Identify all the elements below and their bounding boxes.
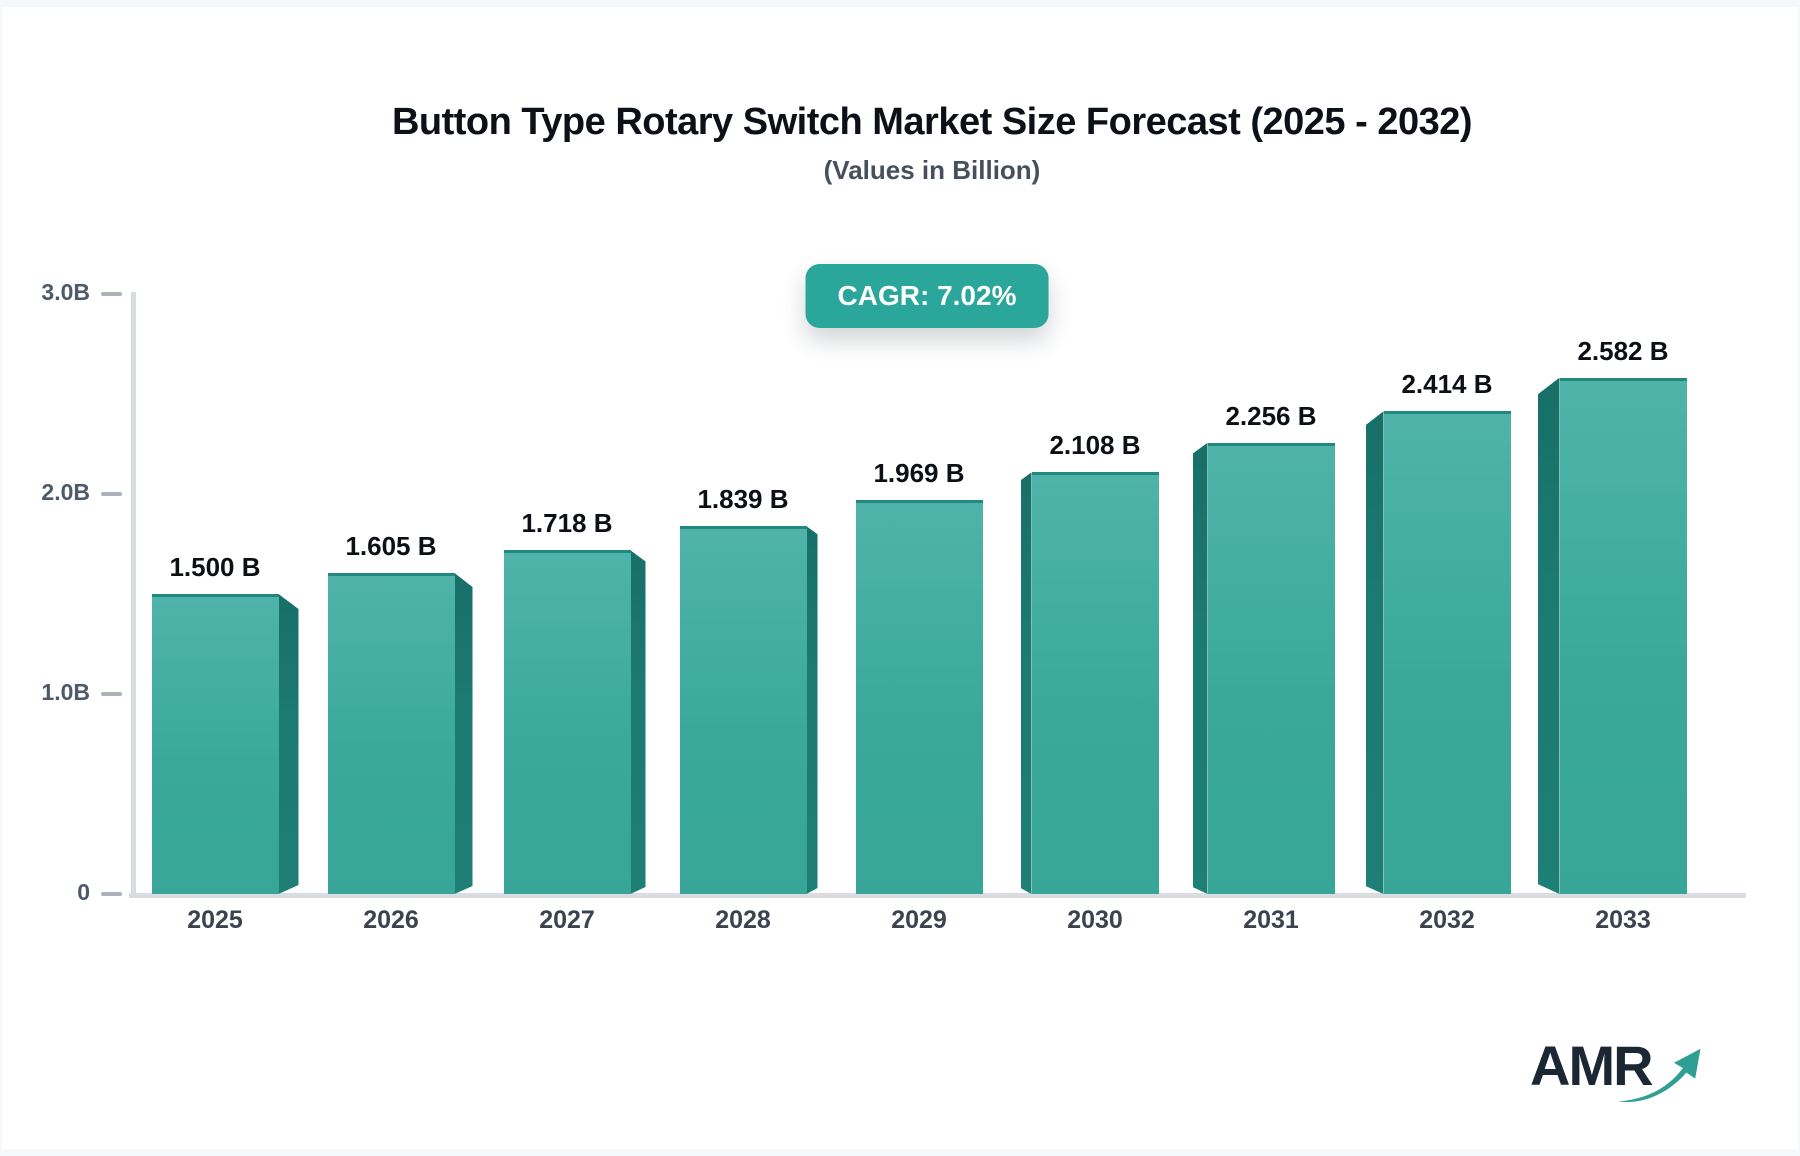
bar-value-label: 1.500 B xyxy=(169,552,261,582)
y-tick-label: 2.0B xyxy=(41,479,90,505)
bar-value-label: 2.256 B xyxy=(1225,400,1317,431)
y-tick-mark xyxy=(101,892,122,896)
company-logo: AMR xyxy=(1530,1033,1730,1123)
x-axis-label-2027: 2027 xyxy=(539,906,595,934)
bar-value-label: 1.605 B xyxy=(345,531,437,561)
bar-2031 xyxy=(1207,442,1335,894)
bar-value-label: 2.414 B xyxy=(1401,369,1493,400)
x-axis-line xyxy=(129,893,1746,898)
bar-2029 xyxy=(855,500,983,894)
bar-3d-side-2028 xyxy=(807,526,818,894)
bar-2030 xyxy=(1031,472,1159,894)
bar-3d-side-2027 xyxy=(631,550,646,894)
x-axis-label-2029: 2029 xyxy=(891,906,947,934)
chart-subtitle: (Values in Billion) xyxy=(823,155,1041,185)
bar-2026 xyxy=(327,573,455,894)
chart-card: Button Type Rotary Switch Market Size Fo… xyxy=(2,7,1798,1149)
x-axis-label-2026: 2026 xyxy=(363,906,419,934)
x-axis-label-2032: 2032 xyxy=(1419,906,1475,934)
bar-value-label: 1.839 B xyxy=(697,484,789,515)
cagr-badge: CAGR: 7.02% xyxy=(805,264,1049,328)
y-tick-label: 1.0B xyxy=(41,679,90,705)
y-tick-label: 0 xyxy=(77,879,90,905)
bar-3d-side-2032 xyxy=(1366,411,1384,894)
x-axis-label-2025: 2025 xyxy=(187,906,243,934)
bar-3d-side-2033 xyxy=(1538,378,1560,894)
y-tick-mark xyxy=(101,292,122,296)
bar-2032 xyxy=(1383,411,1511,894)
logo-text: AMR xyxy=(1530,1034,1654,1097)
y-tick-mark xyxy=(101,492,122,496)
bar-value-label: 2.582 B xyxy=(1577,335,1669,366)
bar-value-label: 1.718 B xyxy=(521,508,613,539)
x-axis-label-2028: 2028 xyxy=(715,906,771,934)
bar-2033 xyxy=(1559,377,1687,894)
bar-3d-side-2026 xyxy=(455,573,473,894)
bar-2025 xyxy=(151,594,279,894)
bar-value-label: 1.969 B xyxy=(873,458,965,489)
bar-value-label: 2.108 B xyxy=(1049,430,1141,461)
x-axis-label-2033: 2033 xyxy=(1595,906,1651,934)
bar-3d-side-2025 xyxy=(279,594,299,894)
y-axis-line xyxy=(131,292,136,898)
bar-2027 xyxy=(503,550,631,894)
bar-3d-side-2031 xyxy=(1193,443,1208,894)
x-axis-label-2030: 2030 xyxy=(1067,906,1123,934)
bar-2028 xyxy=(679,526,807,894)
growth-arrow-icon xyxy=(1617,1048,1701,1103)
y-tick-label: 3.0B xyxy=(41,279,90,305)
bar-3d-side-2030 xyxy=(1021,472,1032,894)
chart-title: Button Type Rotary Switch Market Size Fo… xyxy=(391,101,1473,143)
y-tick-mark xyxy=(101,692,122,696)
x-axis-label-2031: 2031 xyxy=(1243,906,1299,934)
